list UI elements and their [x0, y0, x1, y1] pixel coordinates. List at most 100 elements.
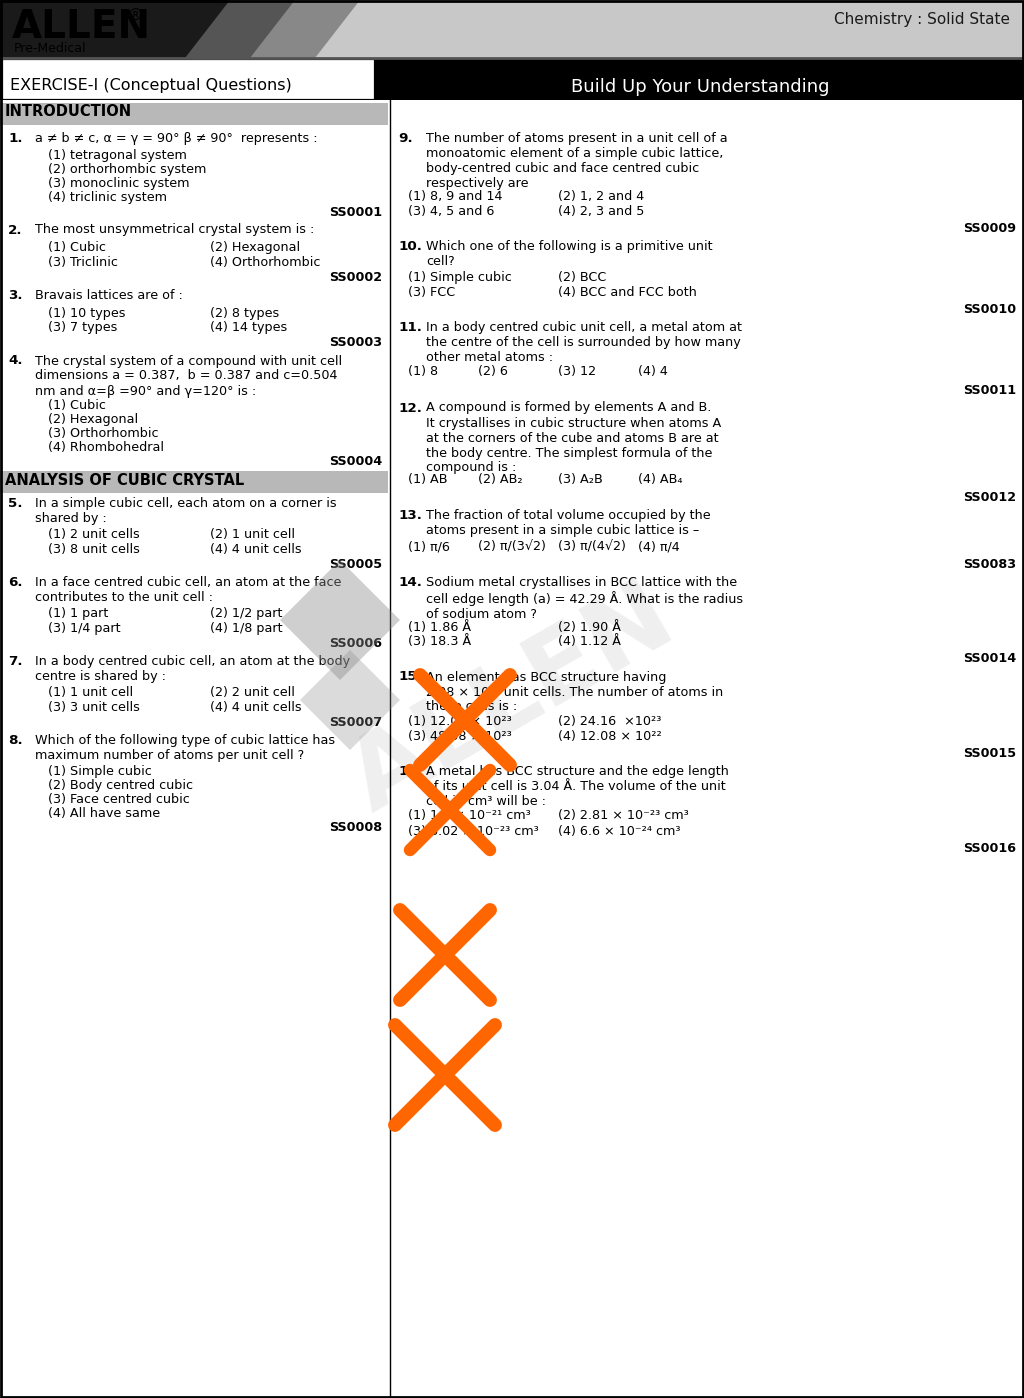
Text: Pre-Medical: Pre-Medical: [14, 42, 87, 55]
FancyBboxPatch shape: [0, 471, 388, 493]
Text: (3) 12: (3) 12: [558, 365, 596, 379]
Text: (3) A₂B: (3) A₂B: [558, 473, 603, 487]
Text: (1) 1 unit cell: (1) 1 unit cell: [48, 686, 133, 699]
Text: SS0010: SS0010: [963, 303, 1016, 316]
Text: 2.: 2.: [8, 224, 23, 236]
Text: SS0014: SS0014: [963, 653, 1016, 665]
Text: (3) 18.3 Å: (3) 18.3 Å: [408, 636, 471, 649]
Polygon shape: [250, 0, 360, 57]
Text: (2) BCC: (2) BCC: [558, 271, 606, 284]
Text: 16.: 16.: [398, 765, 422, 779]
Text: (2) Hexagonal: (2) Hexagonal: [48, 412, 138, 426]
Text: (1) 1 part: (1) 1 part: [48, 607, 109, 619]
Text: Build Up Your Understanding: Build Up Your Understanding: [570, 78, 829, 96]
Text: (2) 6: (2) 6: [478, 365, 508, 379]
Text: 13.: 13.: [398, 509, 422, 521]
Text: ®: ®: [128, 8, 143, 22]
Text: (2) Body centred cubic: (2) Body centred cubic: [48, 779, 193, 793]
Text: (3) 48.38 × 10²³: (3) 48.38 × 10²³: [408, 730, 512, 742]
Text: (4) 4 unit cells: (4) 4 unit cells: [210, 700, 302, 714]
Text: SS0006: SS0006: [329, 637, 382, 650]
Text: (4) All have same: (4) All have same: [48, 807, 160, 821]
Text: SS0009: SS0009: [963, 222, 1016, 235]
Text: A compound is formed by elements A and B.
It crystallises in cubic structure whe: A compound is formed by elements A and B…: [426, 401, 721, 474]
Text: (1) 1.86 Å: (1) 1.86 Å: [408, 621, 471, 633]
Text: Sodium metal crystallises in BCC lattice with the
cell edge length (a) = 42.29 Å: Sodium metal crystallises in BCC lattice…: [426, 576, 743, 621]
Text: The number of atoms present in a unit cell of a
monoatomic element of a simple c: The number of atoms present in a unit ce…: [426, 131, 728, 190]
Text: SS0007: SS0007: [329, 716, 382, 728]
Text: (2) orthorhombic system: (2) orthorhombic system: [48, 164, 207, 176]
Text: In a body centred cubic unit cell, a metal atom at
the centre of the cell is sur: In a body centred cubic unit cell, a met…: [426, 322, 742, 363]
Text: 15.: 15.: [398, 671, 422, 684]
Text: (3) monoclinic system: (3) monoclinic system: [48, 178, 189, 190]
Text: 6.: 6.: [8, 576, 23, 589]
Text: In a face centred cubic cell, an atom at the face
contributes to the unit cell :: In a face centred cubic cell, an atom at…: [35, 576, 341, 604]
Text: (3) π/(4√2): (3) π/(4√2): [558, 540, 626, 554]
Text: SS0004: SS0004: [329, 454, 382, 468]
Text: (4) π/4: (4) π/4: [638, 540, 680, 554]
Text: (2) 8 types: (2) 8 types: [210, 306, 280, 320]
Text: (1) tetragonal system: (1) tetragonal system: [48, 150, 186, 162]
Text: a ≠ b ≠ c, α = γ = 90° β ≠ 90°  represents :: a ≠ b ≠ c, α = γ = 90° β ≠ 90° represent…: [35, 131, 317, 145]
Text: 7.: 7.: [8, 656, 23, 668]
Text: The fraction of total volume occupied by the
atoms present in a simple cubic lat: The fraction of total volume occupied by…: [426, 509, 711, 537]
Text: (1) 8, 9 and 14: (1) 8, 9 and 14: [408, 190, 503, 203]
Text: (1) Cubic: (1) Cubic: [48, 240, 105, 254]
Text: Chemistry : Solid State: Chemistry : Solid State: [834, 13, 1010, 27]
Text: (1) Cubic: (1) Cubic: [48, 398, 105, 412]
Text: (3) 7 types: (3) 7 types: [48, 322, 118, 334]
Text: 5.: 5.: [8, 498, 23, 510]
Text: (3) FCC: (3) FCC: [408, 287, 456, 299]
Text: 8.: 8.: [8, 734, 23, 747]
FancyBboxPatch shape: [0, 0, 170, 57]
Polygon shape: [280, 561, 400, 679]
Text: (3) Face centred cubic: (3) Face centred cubic: [48, 793, 189, 807]
Text: INTRODUCTION: INTRODUCTION: [5, 103, 132, 119]
Text: (2) π/(3√2): (2) π/(3√2): [478, 540, 546, 554]
Text: ANALYSIS OF CUBIC CRYSTAL: ANALYSIS OF CUBIC CRYSTAL: [5, 473, 245, 488]
Text: In a body centred cubic cell, an atom at the body
centre is shared by :: In a body centred cubic cell, an atom at…: [35, 656, 350, 684]
Text: 12.: 12.: [398, 401, 422, 414]
Text: SS0011: SS0011: [963, 383, 1016, 397]
Text: (2) 2 unit cell: (2) 2 unit cell: [210, 686, 295, 699]
Text: SS0002: SS0002: [329, 271, 382, 284]
Text: 1.: 1.: [8, 131, 23, 145]
Text: SS0005: SS0005: [329, 558, 382, 570]
FancyBboxPatch shape: [4, 62, 372, 96]
Text: (2) AB₂: (2) AB₂: [478, 473, 522, 487]
Text: (4) triclinic system: (4) triclinic system: [48, 192, 167, 204]
Text: SS0083: SS0083: [963, 558, 1016, 570]
Text: (3) 1/4 part: (3) 1/4 part: [48, 622, 121, 635]
Text: (3) 6.02 × 10⁻²³ cm³: (3) 6.02 × 10⁻²³ cm³: [408, 825, 539, 837]
Text: ALLEN: ALLEN: [12, 8, 152, 46]
Text: SS0015: SS0015: [963, 747, 1016, 761]
Text: (4) 2, 3 and 5: (4) 2, 3 and 5: [558, 206, 644, 218]
Polygon shape: [185, 0, 310, 57]
Text: Bravais lattices are of :: Bravais lattices are of :: [35, 289, 183, 302]
Text: EXERCISE-I (Conceptual Questions): EXERCISE-I (Conceptual Questions): [10, 78, 292, 94]
Text: ALLEN: ALLEN: [334, 569, 690, 832]
Text: (4) 6.6 × 10⁻²⁴ cm³: (4) 6.6 × 10⁻²⁴ cm³: [558, 825, 681, 837]
Text: (4) 4 unit cells: (4) 4 unit cells: [210, 542, 302, 556]
Text: (4) 12.08 × 10²²: (4) 12.08 × 10²²: [558, 730, 662, 742]
Text: SS0016: SS0016: [963, 842, 1016, 854]
Text: Which one of the following is a primitive unit
cell?: Which one of the following is a primitiv…: [426, 240, 713, 268]
Text: 10.: 10.: [398, 240, 422, 253]
Text: (3) 4, 5 and 6: (3) 4, 5 and 6: [408, 206, 495, 218]
Text: 4.: 4.: [8, 355, 23, 368]
Text: (2) 24.16  ×10²³: (2) 24.16 ×10²³: [558, 714, 662, 728]
Text: (2) 1 unit cell: (2) 1 unit cell: [210, 528, 295, 541]
FancyBboxPatch shape: [0, 103, 388, 124]
Text: (4) BCC and FCC both: (4) BCC and FCC both: [558, 287, 697, 299]
Text: (4) Rhombohedral: (4) Rhombohedral: [48, 440, 164, 454]
Text: (2) Hexagonal: (2) Hexagonal: [210, 240, 300, 254]
Text: SS0001: SS0001: [329, 206, 382, 218]
Text: (2) 1/2 part: (2) 1/2 part: [210, 607, 283, 619]
Text: (1) 8: (1) 8: [408, 365, 438, 379]
Text: An element has BCC structure having
2.08 × 10²³ unit cells. The number of atoms : An element has BCC structure having 2.08…: [426, 671, 723, 713]
Text: (1) 2 unit cells: (1) 2 unit cells: [48, 528, 139, 541]
Text: (4) 14 types: (4) 14 types: [210, 322, 288, 334]
Text: 3.: 3.: [8, 289, 23, 302]
Text: (3) Orthorhombic: (3) Orthorhombic: [48, 426, 159, 440]
Text: (1) 12.08 × 10²³: (1) 12.08 × 10²³: [408, 714, 512, 728]
